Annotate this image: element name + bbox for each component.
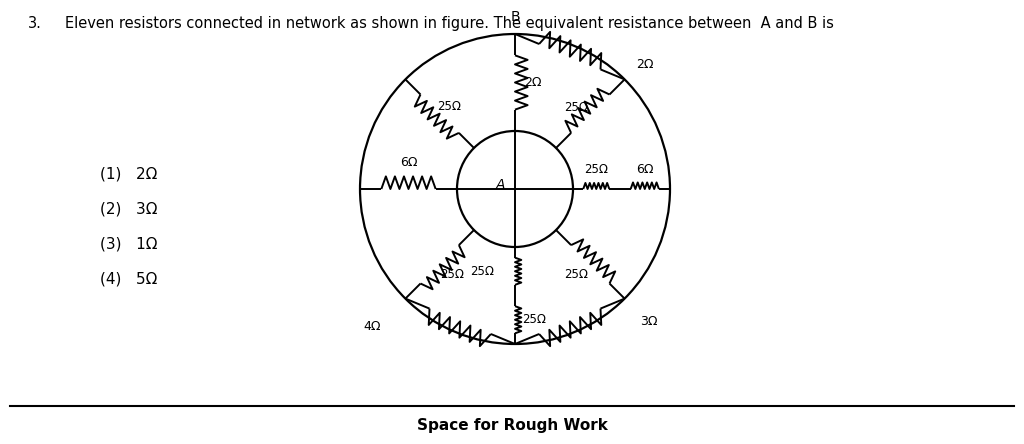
Text: (1)   2Ω: (1) 2Ω	[100, 166, 158, 182]
Text: Eleven resistors connected in network as shown in figure. The equivalent resista: Eleven resistors connected in network as…	[65, 16, 834, 31]
Text: 3Ω: 3Ω	[640, 315, 657, 328]
Text: 25Ω: 25Ω	[437, 100, 461, 113]
Text: (4)   5Ω: (4) 5Ω	[100, 271, 158, 286]
Text: 25Ω: 25Ω	[470, 265, 494, 278]
Text: 2Ω: 2Ω	[524, 76, 542, 89]
Text: 2Ω: 2Ω	[637, 59, 654, 71]
Text: 25Ω: 25Ω	[440, 268, 464, 281]
Text: 4Ω: 4Ω	[362, 320, 380, 333]
Text: 6Ω: 6Ω	[636, 163, 653, 176]
Text: (3)   1Ω: (3) 1Ω	[100, 237, 158, 251]
Text: 3.: 3.	[28, 16, 42, 31]
Text: Space for Rough Work: Space for Rough Work	[417, 417, 607, 432]
Text: 25Ω: 25Ω	[564, 101, 588, 114]
Text: (2)   3Ω: (2) 3Ω	[100, 202, 158, 217]
Text: 25Ω: 25Ω	[564, 268, 588, 281]
Text: 25Ω: 25Ω	[522, 313, 546, 326]
Text: B: B	[510, 10, 520, 24]
Text: 25Ω: 25Ω	[585, 163, 608, 176]
Text: A: A	[496, 178, 505, 192]
Text: 6Ω: 6Ω	[399, 156, 417, 169]
